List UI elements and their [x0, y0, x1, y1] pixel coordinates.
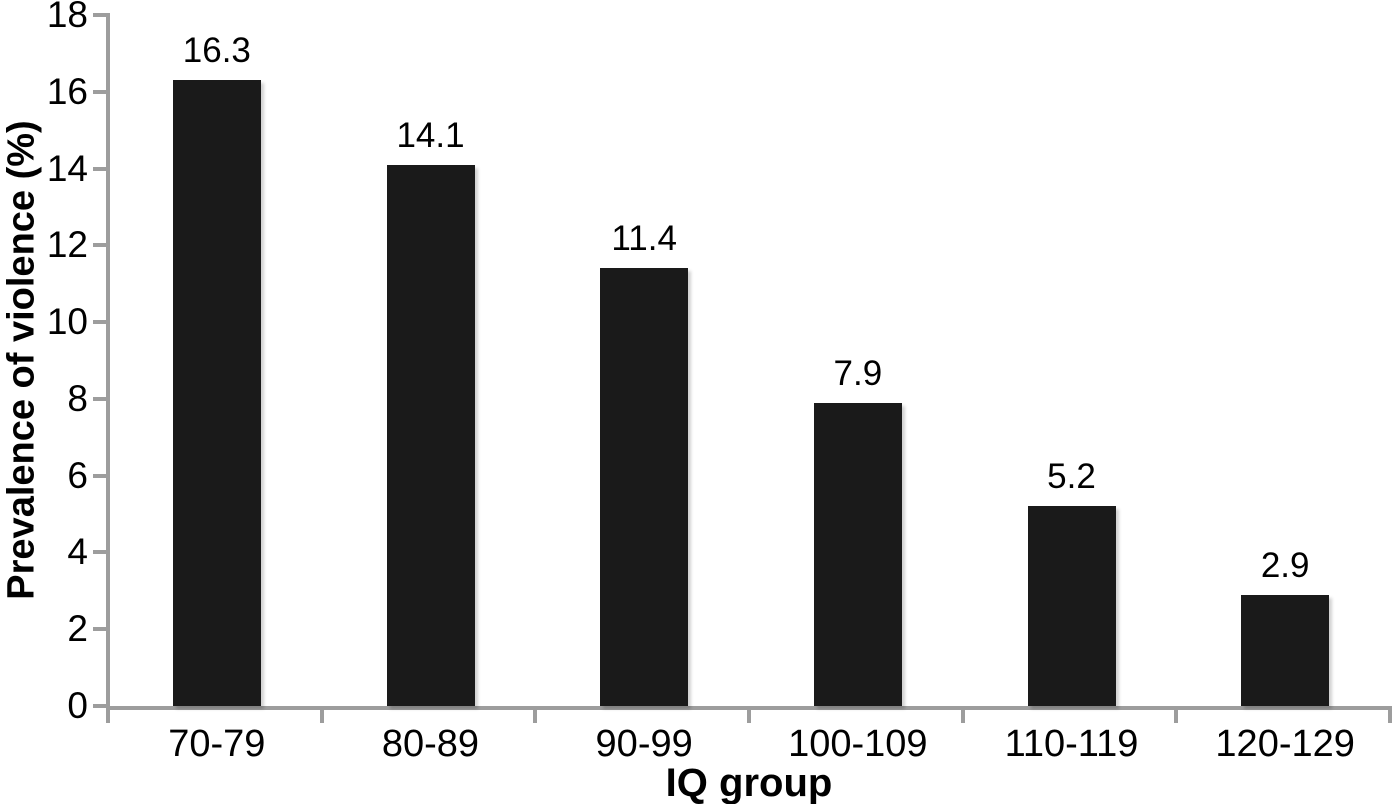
y-tick-label: 16 [46, 70, 88, 112]
y-tick-label: 4 [67, 531, 88, 573]
y-axis-line [106, 13, 110, 710]
y-tick-label: 10 [46, 301, 88, 343]
bar [600, 268, 689, 706]
y-axis-tick [93, 627, 106, 632]
x-axis-title: IQ group [665, 761, 833, 804]
bar-value-label: 14.1 [396, 115, 465, 155]
y-axis-tick [93, 13, 106, 17]
bar-value-label: 2.9 [1260, 545, 1310, 585]
y-axis-tick [93, 550, 106, 555]
y-axis-tick [93, 320, 106, 325]
x-tick-label: 100-109 [788, 723, 928, 765]
y-tick-label: 8 [67, 377, 88, 419]
y-axis-tick [93, 243, 106, 248]
y-axis-tick [93, 166, 106, 171]
x-tick-label: 110-119 [1004, 723, 1139, 765]
bar [813, 402, 902, 706]
bar-value-label: 7.9 [833, 353, 883, 393]
bar-value-label: 11.4 [611, 219, 677, 259]
x-axis-tick [533, 710, 538, 723]
bar [1241, 594, 1330, 706]
y-tick-label: 12 [46, 224, 88, 266]
bar [386, 164, 475, 706]
x-tick-label: 120-129 [1215, 723, 1355, 765]
x-axis-tick [960, 710, 965, 723]
y-tick-label: 2 [67, 608, 88, 650]
x-tick-label: 70-79 [168, 723, 266, 765]
y-tick-label: 18 [46, 0, 88, 35]
y-tick-label: 14 [46, 147, 88, 189]
bar [1027, 506, 1116, 706]
x-tick-label: 80-89 [381, 723, 480, 765]
x-axis-tick [747, 710, 751, 723]
x-axis-tick [1388, 710, 1392, 723]
x-axis-tick [106, 710, 110, 723]
bar-value-label: 5.2 [1047, 457, 1096, 497]
x-tick-label: 90-99 [595, 723, 693, 765]
y-tick-label: 0 [67, 685, 88, 726]
x-axis-line [106, 706, 1392, 710]
x-axis-tick [319, 710, 324, 723]
y-axis-tick [93, 396, 106, 401]
bar-value-label: 16.3 [182, 31, 251, 71]
y-axis-tick [93, 704, 106, 708]
bar [172, 80, 261, 706]
y-axis-tick [93, 89, 106, 94]
x-axis-tick [1174, 710, 1179, 723]
y-axis-tick [93, 473, 106, 478]
y-tick-label: 6 [67, 454, 88, 496]
